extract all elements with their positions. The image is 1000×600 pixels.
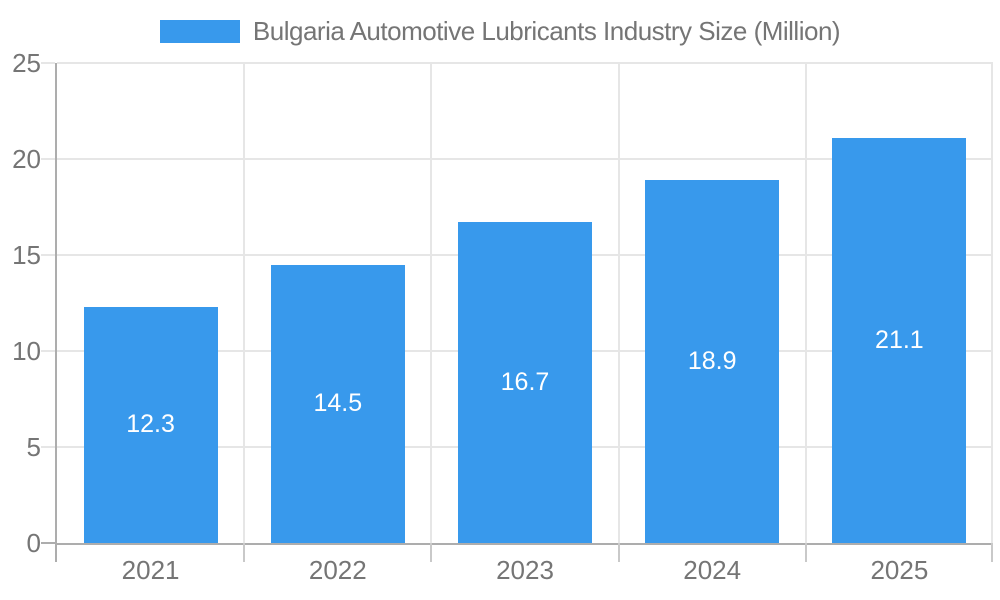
x-axis-tick-label: 2025 [870, 555, 929, 585]
bar-2025: 21.1 [832, 137, 967, 543]
x-tick-mark [804, 543, 807, 562]
x-tick-mark [991, 543, 993, 562]
y-axis-tick-label: 0 [26, 528, 41, 558]
y-tick-mark [41, 446, 55, 448]
bar-value-label: 16.7 [500, 368, 550, 397]
y-tick-mark [41, 350, 55, 352]
x-axis-tick-label: 2022 [308, 555, 367, 585]
bar-2024: 18.9 [645, 180, 780, 543]
y-tick-mark [41, 62, 55, 64]
x-tick-mark [243, 543, 246, 562]
y-axis-tick-label: 10 [12, 336, 41, 366]
x-axis-tick-label: 2023 [496, 555, 554, 585]
y-axis-tick-label: 25 [12, 48, 41, 78]
y-gridline [57, 62, 993, 64]
x-axis-tick-label: 2024 [683, 555, 742, 585]
x-gridline [430, 63, 433, 543]
y-axis-tick-label: 5 [26, 432, 41, 462]
x-tick-mark [55, 543, 57, 562]
bar-value-label: 12.3 [126, 410, 175, 439]
bar-value-label: 14.5 [313, 389, 363, 418]
bar-2023: 16.7 [458, 222, 592, 543]
x-gridline [617, 63, 620, 543]
y-tick-mark [41, 158, 55, 160]
legend-swatch [159, 20, 240, 43]
x-gridline [804, 63, 807, 543]
x-axis-tick-label: 2021 [121, 555, 180, 585]
x-gridline [243, 63, 246, 543]
bar-2022: 14.5 [270, 264, 405, 543]
bar-value-label: 18.9 [687, 347, 737, 376]
x-tick-mark [430, 543, 433, 562]
y-axis-tick-label: 15 [12, 240, 41, 270]
bar-2021: 12.3 [83, 306, 218, 543]
y-tick-mark [41, 542, 55, 544]
x-tick-mark [617, 543, 620, 562]
x-gridline [991, 63, 993, 543]
y-tick-mark [41, 254, 55, 256]
chart-title: Bulgaria Automotive Lubricants Industry … [252, 16, 841, 46]
bar-value-label: 21.1 [875, 325, 924, 354]
legend: Bulgaria Automotive Lubricants Industry … [0, 16, 1000, 46]
plot-area: 0 5 10 15 20 25 12.3 2021 14.5 2022 16.7 2023 18.9 20… [12, 50, 993, 583]
y-axis-tick-label: 20 [12, 144, 41, 174]
y-gridline [57, 158, 993, 160]
